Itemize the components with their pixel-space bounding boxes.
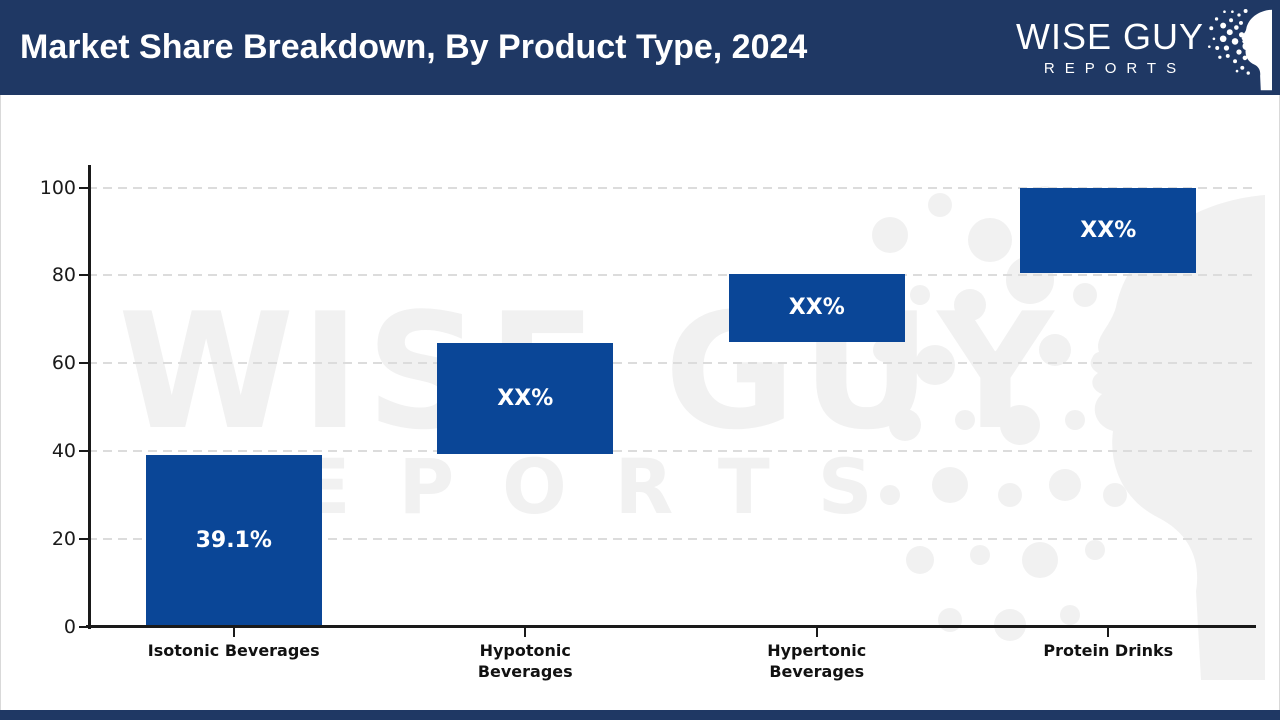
category-label-line: Hypertonic <box>767 641 867 660</box>
bar-protein-drinks: XX% <box>1020 187 1197 273</box>
category-label-hypotonic-beverages: Hypotonic Beverages <box>405 640 645 682</box>
wise-guy-reports-logo: WISE GUY REPORTS <box>1016 4 1272 92</box>
x-tick-isotonic-beverages <box>232 627 235 637</box>
y-tick-40 <box>79 449 88 452</box>
y-tick-0 <box>79 625 88 628</box>
x-axis-line <box>86 625 1256 628</box>
category-label-line: Isotonic Beverages <box>147 641 320 660</box>
bar-value-label-hypotonic-beverages: XX% <box>497 385 554 411</box>
category-label-line: Protein Drinks <box>1043 641 1174 660</box>
y-tick-20 <box>79 537 88 540</box>
gridline-40 <box>88 449 1254 452</box>
x-tick-protein-drinks <box>1107 627 1110 637</box>
category-label-line: Beverages <box>477 662 573 681</box>
bar-hypertonic-beverages: XX% <box>728 273 905 342</box>
category-label-protein-drinks: Protein Drinks <box>988 640 1228 661</box>
bar-value-label-protein-drinks: XX% <box>1080 217 1137 243</box>
y-tick-label-20: 20 <box>51 527 76 550</box>
gridline-80 <box>88 274 1254 277</box>
bar-isotonic-beverages: 39.1% <box>145 454 322 627</box>
logo-text: WISE GUY REPORTS <box>1016 17 1204 79</box>
logo-face-icon <box>1207 9 1272 91</box>
category-label-hypertonic-beverages: Hypertonic Beverages <box>697 640 937 682</box>
category-label-isotonic-beverages: Isotonic Beverages <box>114 640 354 661</box>
y-tick-label-80: 80 <box>51 264 76 287</box>
gridline-20 <box>88 537 1254 540</box>
y-tick-label-40: 40 <box>51 439 76 462</box>
x-tick-hypotonic-beverages <box>524 627 527 637</box>
gridline-100 <box>88 186 1254 189</box>
gridline-60 <box>88 362 1254 365</box>
category-label-line: Beverages <box>769 662 865 681</box>
logo-wise-guy-label: WISE GUY <box>1015 16 1204 57</box>
y-tick-label-60: 60 <box>51 352 76 375</box>
bar-value-label-isotonic-beverages: 39.1% <box>195 528 272 554</box>
bar-value-label-hypertonic-beverages: XX% <box>788 295 845 321</box>
y-tick-60 <box>79 362 88 365</box>
footer-brand-strip <box>0 710 1280 720</box>
y-axis-line <box>88 165 91 629</box>
page-title: Market Share Breakdown, By Product Type,… <box>20 28 808 66</box>
logo-reports-label: REPORTS <box>1043 60 1187 77</box>
x-tick-hypertonic-beverages <box>815 627 818 637</box>
bar-hypotonic-beverages: XX% <box>437 342 614 454</box>
y-tick-label-100: 100 <box>39 176 76 199</box>
header-bar: Market Share Breakdown, By Product Type,… <box>0 0 1280 95</box>
category-label-line: Hypotonic <box>479 641 571 660</box>
y-tick-label-0: 0 <box>63 615 76 638</box>
y-tick-100 <box>79 186 88 189</box>
y-tick-80 <box>79 274 88 277</box>
